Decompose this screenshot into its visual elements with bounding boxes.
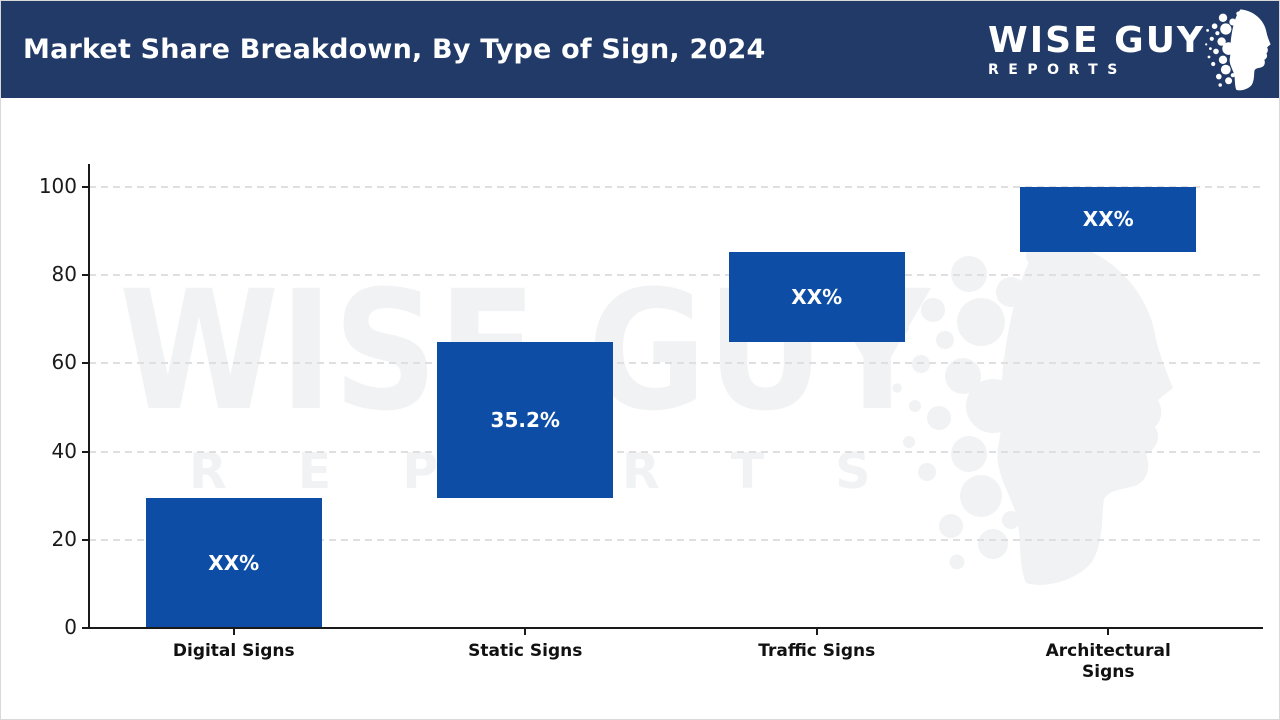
x-tick-label: Digital Signs — [172, 641, 295, 661]
x-tick-label: Static Signs — [468, 641, 583, 661]
brand-subtext: REPORTS — [987, 61, 1127, 78]
waterfall-chart: 0 20 40 60 80 100 XX% Digital Signs 35.2% Static … — [1, 98, 1279, 719]
gridline — [89, 362, 1263, 365]
gridline — [89, 538, 1263, 541]
bar-value-label: XX% — [791, 284, 843, 309]
bar-value-label: XX% — [208, 550, 260, 575]
brand-logo: WISE GUY REPORTS — [988, 1, 1273, 98]
y-tick-label: 0 — [64, 615, 77, 639]
y-tick — [82, 186, 89, 189]
bar-segment: XX% — [145, 497, 322, 628]
y-tick-label: 80 — [51, 262, 77, 287]
page-title: Market Share Breakdown, By Type of Sign,… — [23, 34, 766, 65]
bar-segment: XX% — [1020, 187, 1197, 252]
y-tick — [82, 450, 89, 453]
y-tick-label: 100 — [38, 174, 77, 199]
gridline — [89, 450, 1263, 453]
x-tick-label: Traffic Signs — [758, 641, 876, 661]
x-tick — [232, 628, 235, 635]
x-tick — [815, 628, 818, 635]
y-tick-label: 40 — [51, 438, 77, 463]
brand-head-icon — [1205, 8, 1271, 90]
gridline — [89, 274, 1263, 277]
y-tick — [82, 627, 89, 629]
y-tick — [82, 274, 89, 277]
y-tick — [82, 362, 89, 365]
bar-value-label: XX% — [1082, 207, 1134, 232]
y-tick — [82, 538, 89, 541]
gridline — [89, 186, 1263, 189]
y-tick-label: 20 — [51, 526, 77, 551]
x-tick — [524, 628, 527, 635]
x-tick — [1107, 628, 1110, 635]
x-axis — [88, 627, 1263, 629]
bar-value-label: 35.2% — [490, 407, 560, 432]
bar-segment: 35.2% — [437, 342, 614, 498]
brand-logo-text: WISE GUY REPORTS — [987, 19, 1205, 78]
y-axis — [88, 164, 90, 628]
x-tick-label: Architectural Signs — [1045, 641, 1171, 682]
y-tick-label: 60 — [51, 350, 77, 375]
brand-wordmark: WISE GUY — [987, 19, 1205, 61]
header-banner: Market Share Breakdown, By Type of Sign,… — [1, 1, 1279, 98]
bar-segment: XX% — [728, 251, 905, 343]
